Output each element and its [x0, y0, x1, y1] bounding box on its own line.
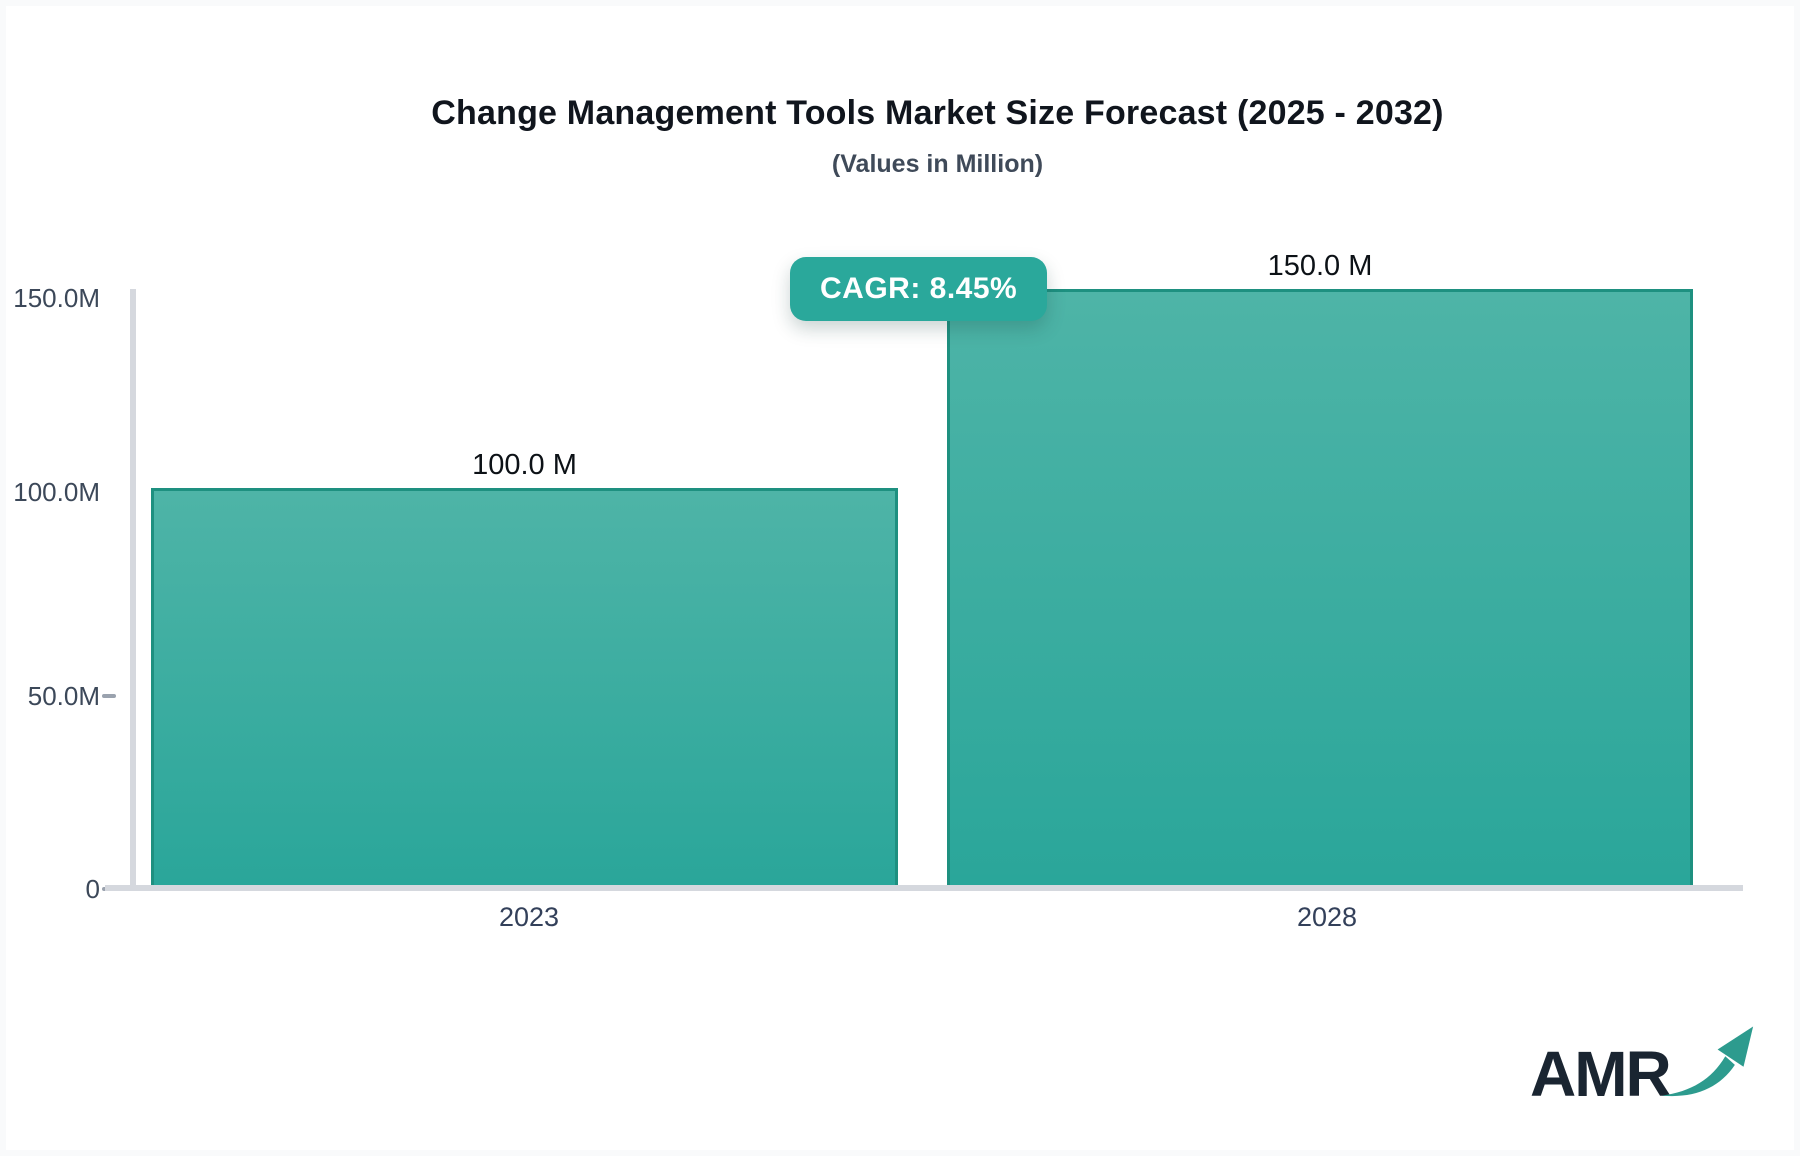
y-tick-label-0: 0 — [85, 874, 100, 904]
y-tick-label-150m: 150.0M — [13, 283, 100, 313]
bar-value-label-2028: 150.0 M — [1267, 250, 1373, 282]
bar-value-label-2023: 100.0 M — [472, 448, 577, 481]
bar-2023: 100.0 M — [151, 449, 898, 885]
x-tick-label-2023: 2023 — [498, 902, 560, 932]
cagr-badge: CAGR: 8.45% — [790, 257, 1048, 321]
chart-subtitle: (Values in Million) — [831, 150, 1044, 178]
trend-arrow-icon — [1660, 1024, 1756, 1105]
plot-area: 100.0 M 150.0 M — [130, 250, 1745, 885]
y-tick-label-50m: 50.0M — [27, 681, 100, 711]
y-tick-label-100m: 100.0M — [13, 477, 100, 507]
chart-title: Change Management Tools Market Size Fore… — [431, 94, 1444, 132]
y-tick-mark-50m — [102, 694, 116, 698]
amr-logo-text: AMR — [1530, 1038, 1672, 1110]
x-tick-label-2028: 2028 — [1296, 902, 1358, 932]
amr-logo: AMR — [1530, 1024, 1756, 1109]
bar-2028: 150.0 M — [947, 250, 1693, 885]
y-axis-line — [130, 289, 136, 891]
x-axis-line — [105, 885, 1743, 891]
